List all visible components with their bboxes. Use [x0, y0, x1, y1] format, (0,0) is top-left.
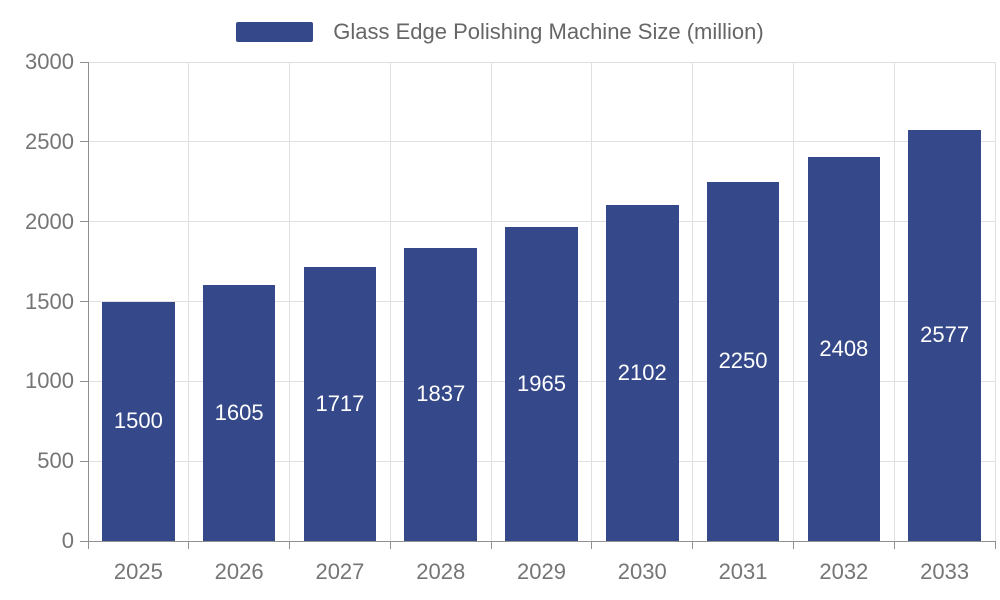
- bar[interactable]: 1717: [303, 266, 377, 541]
- y-axis-tick-label: 0: [61, 528, 74, 553]
- bar-value-label: 2250: [718, 348, 768, 374]
- bar-value-label: 1965: [517, 371, 566, 397]
- y-axis-tick-label: 1500: [25, 288, 74, 314]
- grid-line-vertical: [188, 62, 190, 541]
- bar[interactable]: 2408: [807, 156, 881, 541]
- x-axis-tick-label: 2033: [920, 559, 970, 584]
- x-axis-tick: [289, 541, 291, 549]
- grid-line-horizontal: [88, 61, 995, 63]
- y-axis-tick: [80, 221, 88, 223]
- bar[interactable]: 2577: [908, 129, 981, 541]
- bar-value-label: 1500: [113, 408, 163, 434]
- grid-line-horizontal: [88, 221, 995, 223]
- bar-value-label: 2577: [920, 322, 970, 348]
- y-axis-line: [87, 62, 89, 549]
- plot-area: 1500 1605 1717 1837 1965 2102 2250 2408 2577: [88, 61, 996, 541]
- x-axis-tick: [893, 541, 895, 549]
- bar-value-label: 1605: [214, 399, 264, 425]
- x-axis-tick: [188, 541, 190, 549]
- x-axis-tick: [692, 541, 694, 549]
- bar[interactable]: 2102: [605, 205, 679, 541]
- y-axis-tick: [80, 61, 88, 63]
- y-axis-tick-label: 500: [37, 448, 74, 474]
- x-axis-tick-label: 2028: [416, 559, 466, 584]
- x-axis-tick: [490, 541, 492, 549]
- y-axis-tick-label: 3000: [25, 49, 74, 74]
- bar[interactable]: 1500: [102, 301, 175, 541]
- legend[interactable]: Glass Edge Polishing Machine Size (milli…: [0, 16, 1000, 48]
- x-axis-tick: [591, 541, 593, 549]
- grid-line-vertical: [289, 62, 291, 541]
- bar[interactable]: 1605: [202, 284, 276, 541]
- x-axis-tick: [389, 541, 391, 549]
- grid-line-vertical: [389, 62, 391, 541]
- x-axis-tick-label: 2030: [617, 559, 667, 584]
- bar-value-label: 1837: [416, 381, 466, 407]
- legend-label: Glass Edge Polishing Machine Size (milli…: [333, 19, 764, 44]
- grid-line-vertical: [591, 62, 593, 541]
- y-axis-tick: [80, 301, 88, 302]
- x-axis-tick-label: 2025: [113, 559, 163, 584]
- y-axis-tick-label: 1000: [25, 368, 74, 394]
- x-axis-tick-label: 2032: [819, 559, 869, 584]
- y-axis-tick: [80, 380, 88, 382]
- grid-line-vertical: [692, 62, 694, 541]
- legend-swatch: [236, 22, 314, 42]
- bar[interactable]: 2250: [706, 181, 780, 541]
- x-axis-tick-label: 2026: [214, 559, 264, 584]
- y-axis-tick: [80, 141, 88, 143]
- x-axis-tick-label: 2029: [517, 559, 566, 584]
- grid-line-vertical: [490, 62, 492, 541]
- bar-value-label: 1717: [315, 390, 365, 416]
- grid-line-horizontal: [88, 141, 995, 143]
- bar[interactable]: 1965: [505, 227, 578, 541]
- grid-line-vertical: [893, 62, 895, 541]
- bar-value-label: 2408: [819, 335, 869, 361]
- bar[interactable]: 1837: [404, 247, 477, 541]
- x-axis-line: [80, 540, 995, 542]
- x-axis-tick-label: 2027: [315, 559, 365, 584]
- x-axis-tick: [994, 541, 996, 549]
- grid-line-vertical: [994, 62, 996, 541]
- y-axis-tick-label: 2500: [25, 128, 74, 154]
- y-axis-tick: [80, 460, 88, 462]
- grid-line-vertical: [792, 62, 794, 541]
- x-axis-tick: [792, 541, 794, 549]
- y-axis-tick-label: 2000: [25, 208, 74, 234]
- bar-value-label: 2102: [617, 360, 667, 386]
- x-axis-tick-label: 2031: [718, 559, 768, 584]
